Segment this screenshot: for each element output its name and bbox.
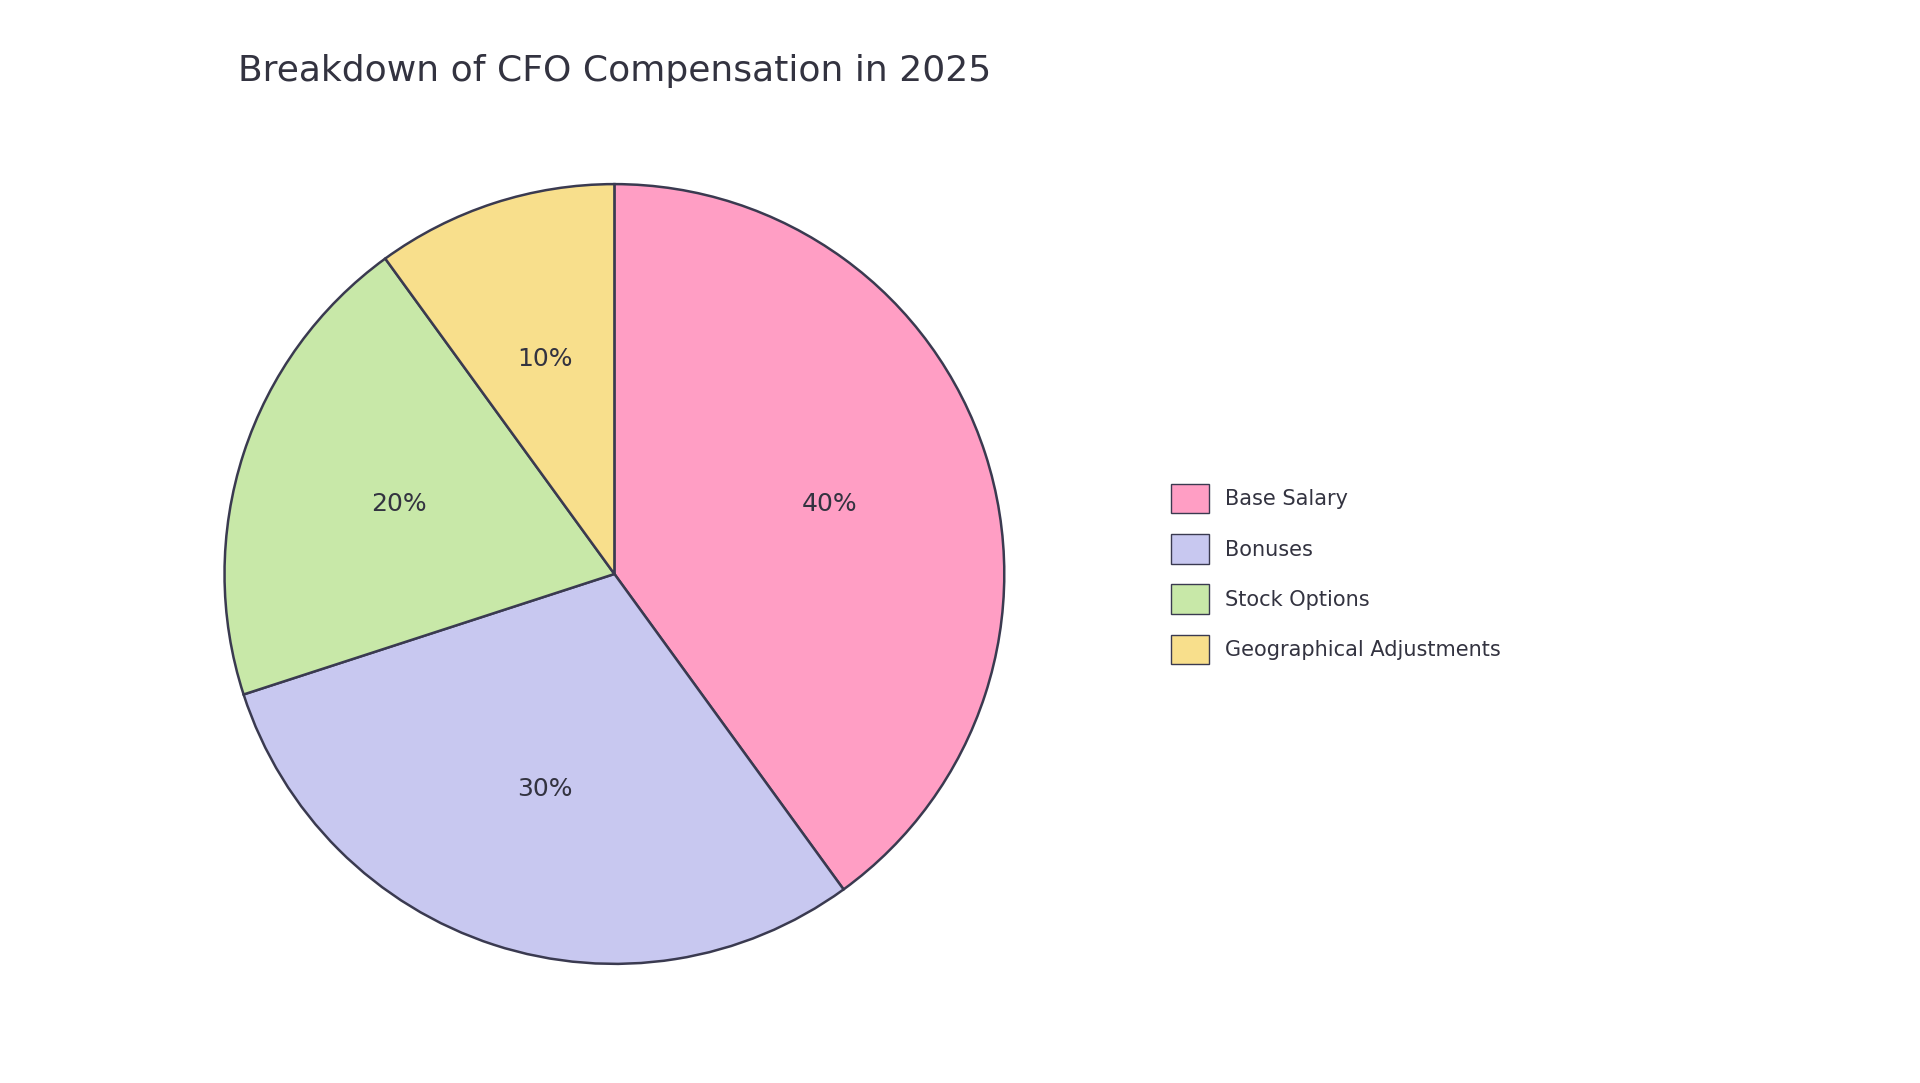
Wedge shape <box>614 184 1004 889</box>
Legend: Base Salary, Bonuses, Stock Options, Geographical Adjustments: Base Salary, Bonuses, Stock Options, Geo… <box>1162 473 1511 675</box>
Wedge shape <box>225 259 614 694</box>
Text: 20%: 20% <box>372 492 426 517</box>
Wedge shape <box>244 574 843 964</box>
Text: Breakdown of CFO Compensation in 2025: Breakdown of CFO Compensation in 2025 <box>238 54 991 88</box>
Text: 30%: 30% <box>516 778 572 801</box>
Text: 10%: 10% <box>516 347 572 370</box>
Text: 40%: 40% <box>803 492 856 517</box>
Wedge shape <box>386 184 614 574</box>
